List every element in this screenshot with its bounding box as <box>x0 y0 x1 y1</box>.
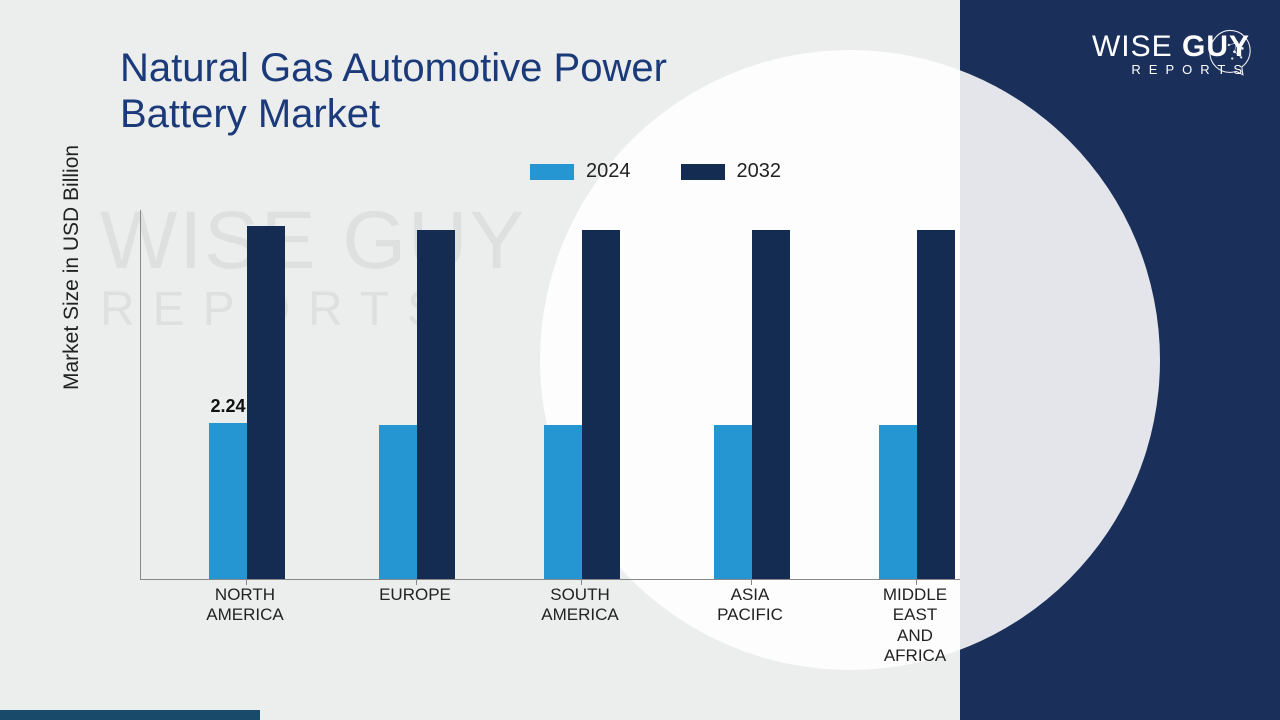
bar-2032 <box>417 230 455 579</box>
logo-word-1: WISE <box>1092 30 1173 63</box>
legend-label: 2024 <box>586 160 631 183</box>
category-label: ASIAPACIFIC <box>690 585 810 626</box>
legend-label: 2032 <box>737 160 782 183</box>
chart-title: Natural Gas Automotive Power Battery Mar… <box>120 45 740 137</box>
y-axis-label: Market Size in USD Billion <box>60 145 84 390</box>
plot-area: 2.24 <box>140 210 960 580</box>
legend-swatch-icon <box>530 164 574 180</box>
page-root: WISE GUY REPORTS WISE GUY REPORTS Natura… <box>0 0 1280 720</box>
bar-2024 <box>544 425 582 579</box>
bar-2024 <box>714 425 752 579</box>
category-label: MIDDLEEASTANDAFRICA <box>855 585 975 667</box>
bar-2032 <box>582 230 620 579</box>
category-label: NORTHAMERICA <box>185 585 305 626</box>
bar-2032 <box>917 230 955 579</box>
bar-2024 <box>209 423 247 579</box>
chart-area: Market Size in USD Billion 2024 2032 2.2… <box>60 160 980 680</box>
brand-logo: WISE GUY REPORTS <box>1092 30 1250 77</box>
category-label: EUROPE <box>355 585 475 605</box>
bottom-accent-bar <box>0 710 260 720</box>
legend-item-2032: 2032 <box>681 160 782 183</box>
bar-2024 <box>379 425 417 579</box>
category-label: SOUTHAMERICA <box>520 585 640 626</box>
legend-swatch-icon <box>681 164 725 180</box>
bar-2024 <box>879 425 917 579</box>
bar-2032 <box>752 230 790 579</box>
legend: 2024 2032 <box>530 160 781 183</box>
value-label: 2.24 <box>198 396 258 417</box>
legend-item-2024: 2024 <box>530 160 631 183</box>
head-icon <box>1202 26 1258 82</box>
